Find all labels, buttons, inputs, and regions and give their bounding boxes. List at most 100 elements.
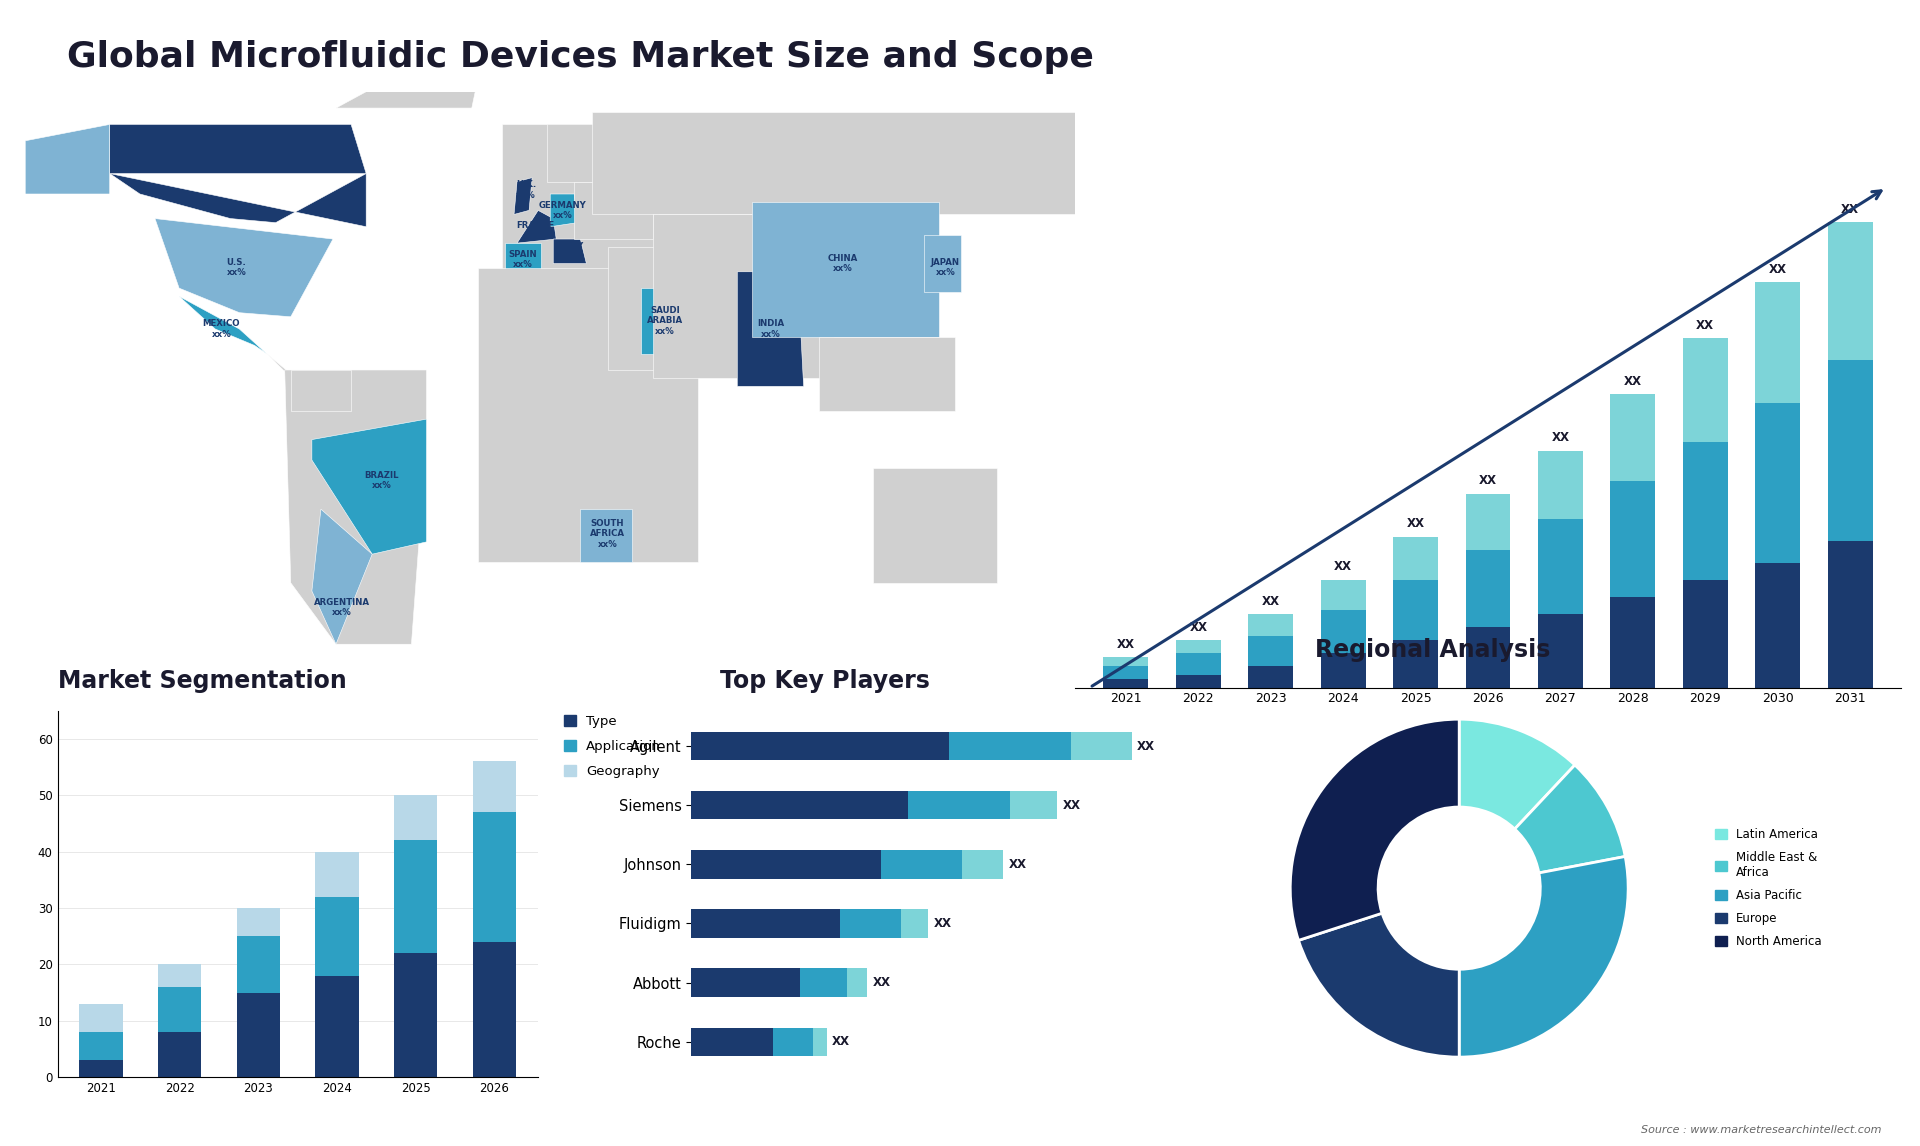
Bar — [814, 1028, 828, 1055]
Polygon shape — [336, 76, 478, 108]
Bar — [1104, 666, 1148, 678]
Polygon shape — [753, 202, 939, 337]
Polygon shape — [284, 370, 426, 644]
Bar — [1104, 678, 1148, 688]
Polygon shape — [924, 235, 960, 292]
Polygon shape — [109, 125, 367, 173]
Polygon shape — [593, 112, 1075, 214]
Text: GERMANY
xx%: GERMANY xx% — [538, 201, 586, 220]
Bar — [1394, 641, 1438, 688]
Bar — [79, 1033, 123, 1060]
Wedge shape — [1298, 913, 1459, 1057]
Bar — [1104, 658, 1148, 666]
Polygon shape — [553, 240, 586, 264]
Bar — [1175, 641, 1221, 653]
Text: U.S.
xx%: U.S. xx% — [227, 258, 246, 277]
Text: SAUDI
ARABIA
xx%: SAUDI ARABIA xx% — [647, 306, 684, 336]
Bar — [1755, 282, 1801, 403]
Bar — [1248, 636, 1294, 666]
Bar — [799, 968, 847, 997]
Text: XX: XX — [831, 1035, 851, 1049]
Bar — [1682, 338, 1728, 442]
Text: U.K.
xx%: U.K. xx% — [516, 180, 536, 199]
Bar — [962, 850, 1002, 879]
Bar — [1755, 563, 1801, 688]
Bar — [315, 975, 359, 1077]
Text: XX: XX — [933, 917, 952, 929]
Bar — [236, 908, 280, 936]
Text: XX: XX — [1841, 203, 1859, 215]
Text: XX: XX — [874, 976, 891, 989]
Text: Regional Analysis: Regional Analysis — [1315, 638, 1551, 662]
Bar — [315, 851, 359, 896]
Text: CHINA
xx%: CHINA xx% — [828, 254, 858, 273]
Bar — [1321, 653, 1365, 688]
Bar — [394, 795, 438, 840]
Bar — [691, 732, 948, 760]
Bar — [1828, 222, 1872, 360]
Text: INTELLECT: INTELLECT — [1784, 101, 1851, 111]
Bar — [1682, 442, 1728, 580]
Text: Global Microfluidic Devices Market Size and Scope: Global Microfluidic Devices Market Size … — [67, 40, 1094, 74]
Polygon shape — [551, 194, 578, 227]
Text: XX: XX — [1062, 799, 1081, 811]
Bar — [1682, 580, 1728, 688]
Text: Source : www.marketresearchintellect.com: Source : www.marketresearchintellect.com — [1642, 1124, 1882, 1135]
Bar — [1465, 494, 1511, 550]
Text: MARKET: MARKET — [1784, 44, 1836, 54]
Polygon shape — [547, 125, 616, 182]
Bar — [1538, 614, 1582, 688]
Text: XX: XX — [1188, 621, 1208, 634]
Bar — [1828, 360, 1872, 541]
Wedge shape — [1515, 766, 1624, 873]
Text: BRAZIL
xx%: BRAZIL xx% — [365, 471, 399, 490]
Wedge shape — [1290, 720, 1459, 941]
Polygon shape — [607, 248, 720, 370]
Polygon shape — [653, 214, 833, 378]
Text: FRANCE
xx%: FRANCE xx% — [516, 221, 555, 241]
Text: SPAIN
xx%: SPAIN xx% — [509, 250, 538, 269]
Bar — [157, 1033, 202, 1077]
Text: XX: XX — [1768, 262, 1788, 276]
Bar — [1611, 597, 1655, 688]
Bar — [847, 968, 868, 997]
Bar — [1828, 541, 1872, 688]
Bar — [881, 850, 962, 879]
Polygon shape — [311, 419, 426, 555]
Text: XX: XX — [1407, 517, 1425, 531]
Text: XX: XX — [1261, 595, 1281, 607]
Bar — [1010, 791, 1058, 819]
Bar — [1538, 519, 1582, 614]
Polygon shape — [515, 178, 532, 214]
Bar — [1321, 610, 1365, 653]
Polygon shape — [641, 288, 701, 354]
Text: XX: XX — [1551, 431, 1569, 444]
Bar — [1611, 480, 1655, 597]
Bar — [908, 791, 1010, 819]
Text: MEXICO
xx%: MEXICO xx% — [204, 320, 240, 339]
Bar — [691, 909, 841, 937]
Bar — [1248, 614, 1294, 636]
Bar — [1394, 536, 1438, 580]
Text: XX: XX — [1137, 739, 1156, 753]
Bar — [1538, 450, 1582, 519]
Text: SOUTH
AFRICA
xx%: SOUTH AFRICA xx% — [589, 519, 626, 549]
Bar — [157, 965, 202, 987]
Wedge shape — [1459, 856, 1628, 1057]
Text: JAPAN
xx%: JAPAN xx% — [931, 258, 960, 277]
Polygon shape — [25, 125, 109, 194]
Bar — [1175, 653, 1221, 675]
Text: XX: XX — [1624, 375, 1642, 388]
Polygon shape — [478, 268, 699, 563]
Text: XX: XX — [1334, 560, 1352, 573]
Bar — [1611, 394, 1655, 480]
Bar — [1755, 403, 1801, 563]
Polygon shape — [156, 219, 332, 316]
Bar — [1321, 580, 1365, 610]
Text: INDIA
xx%: INDIA xx% — [756, 320, 783, 339]
Bar — [472, 813, 516, 942]
Polygon shape — [109, 173, 367, 227]
Bar — [841, 909, 900, 937]
Bar — [691, 850, 881, 879]
Polygon shape — [311, 509, 372, 644]
